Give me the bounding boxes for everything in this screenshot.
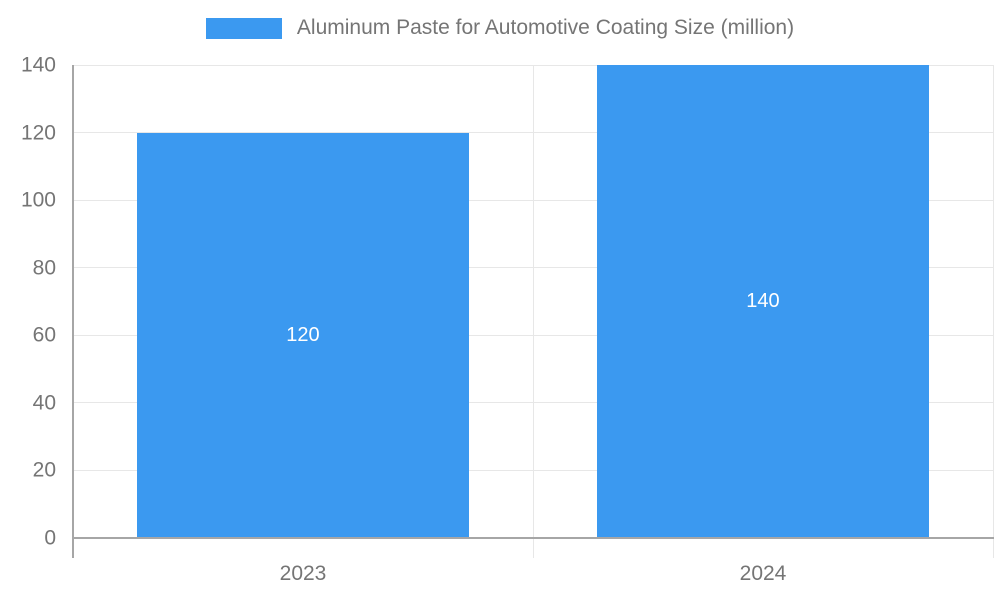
y-axis-tick-label: 20 — [32, 458, 56, 482]
bar-value-label: 120 — [286, 323, 320, 346]
x-axis-tick-label: 2024 — [739, 562, 787, 585]
y-axis-tick-label: 0 — [44, 526, 56, 550]
y-axis-tick-label: 140 — [20, 53, 56, 77]
y-axis-tick-label: 80 — [32, 256, 56, 280]
bar-2024[interactable]: 140 — [597, 65, 929, 538]
y-axis-tick-label: 120 — [20, 121, 56, 145]
x-axis-tick-label: 2023 — [279, 562, 327, 585]
bar-value-label: 140 — [746, 290, 780, 312]
bar-2023[interactable]: 120 — [137, 132, 469, 538]
x-axis-line — [72, 537, 994, 539]
y-axis-tick-label: 40 — [32, 391, 56, 415]
y-axis-tick-label: 100 — [20, 188, 56, 212]
legend-label: Aluminum Paste for Automotive Coating Si… — [296, 16, 795, 39]
y-axis-tick-label: 60 — [32, 323, 56, 347]
x-gridline — [532, 65, 534, 558]
y-axis-line — [72, 65, 74, 558]
x-gridline — [992, 65, 994, 558]
legend[interactable]: Aluminum Paste for Automotive Coating Si… — [0, 16, 1000, 40]
legend-swatch-icon — [205, 17, 282, 39]
